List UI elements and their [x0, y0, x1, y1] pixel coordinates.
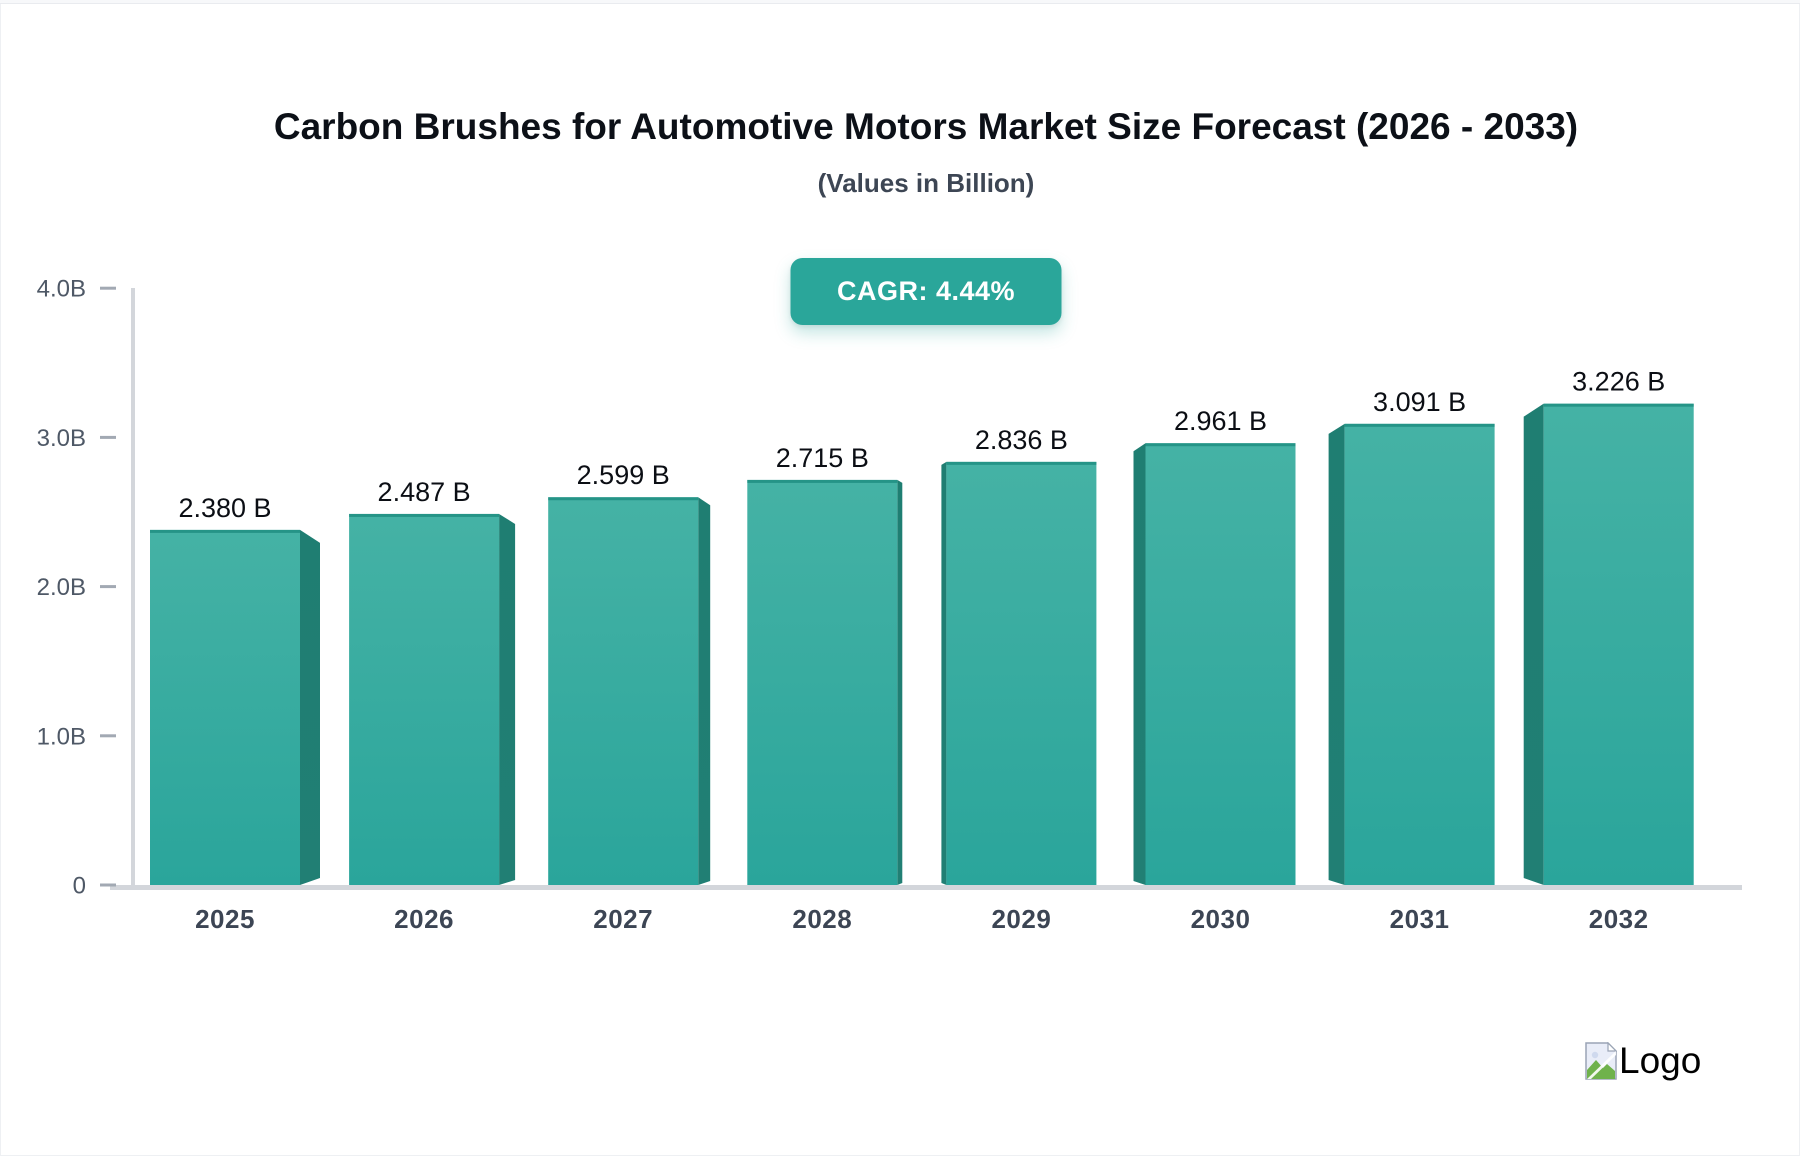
broken-image-icon: [1585, 1042, 1617, 1080]
chart-subtitle: (Values in Billion): [817, 168, 1035, 198]
x-axis-tick-label: 2027: [593, 904, 653, 934]
bar-top-edge: [349, 513, 500, 517]
bar-value-label: 2.836 B: [975, 425, 1068, 455]
bar-top-edge: [1543, 403, 1694, 407]
bar-top-edge: [946, 461, 1097, 465]
x-axis-tick-label: 2030: [1191, 904, 1251, 934]
bar-side-face: [1133, 443, 1146, 885]
axes-layer: [100, 286, 1742, 890]
bar-top-edge: [548, 497, 699, 501]
x-axis-tick-label: 2031: [1390, 904, 1450, 934]
bar-group-2026: [349, 513, 516, 885]
bar-value-label: 2.715 B: [776, 443, 869, 473]
bar-side-face: [941, 461, 947, 885]
y-tick-dash: [100, 734, 116, 738]
x-axis-tick-label: 2025: [195, 904, 255, 934]
bar-value-label: 2.380 B: [178, 493, 271, 523]
bar-top-edge: [1145, 443, 1296, 447]
labels-layer: 0 1.0B 2.0B 3.0B 4.0B 2.380 B 2025 2.487 B 2026 2…: [37, 276, 1666, 934]
x-axis-tick-label: 2029: [991, 904, 1051, 934]
y-tick-dash: [100, 435, 116, 439]
bar-top-edge: [747, 479, 898, 483]
y-axis-tick-label: 1.0B: [37, 723, 86, 750]
bar-value-label: 3.091 B: [1373, 387, 1466, 417]
x-axis-line: [110, 885, 1742, 890]
bar-side-face: [897, 479, 903, 885]
bar-2027[interactable]: [548, 497, 699, 885]
bar-2025[interactable]: [150, 529, 300, 885]
bar-side-face: [1523, 403, 1544, 885]
bar-group-2029: [941, 461, 1097, 885]
y-tick-dash: [100, 286, 116, 290]
bar-group-2027: [548, 497, 711, 885]
bar-2032[interactable]: [1543, 403, 1694, 885]
y-tick-dash: [100, 883, 116, 887]
bar-group-2025: [150, 529, 320, 885]
logo: Logo: [1585, 1040, 1701, 1082]
logo-label: Logo: [1619, 1040, 1702, 1081]
top-border-strip: [0, 0, 1800, 4]
bars-layer: [150, 403, 1694, 885]
bar-top-edge: [150, 529, 300, 533]
bar-group-2031: [1328, 423, 1495, 885]
y-axis-tick-label: 2.0B: [37, 574, 86, 601]
bar-2028[interactable]: [747, 479, 898, 885]
bar-2026[interactable]: [349, 513, 500, 885]
y-axis-tick-label: 4.0B: [37, 276, 86, 303]
bar-2030[interactable]: [1145, 443, 1296, 885]
x-axis-tick-label: 2026: [394, 904, 454, 934]
bar-side-face: [499, 513, 516, 885]
bar-group-2030: [1133, 443, 1296, 885]
bar-value-label: 3.226 B: [1572, 367, 1665, 397]
bar-group-2028: [747, 479, 903, 885]
cagr-badge: CAGR: 4.44%: [790, 258, 1062, 325]
y-axis-line: [131, 288, 135, 889]
bar-value-label: 2.487 B: [378, 477, 471, 507]
chart-title: Carbon Brushes for Automotive Motors Mar…: [273, 106, 1579, 147]
y-axis-tick-label: 0: [73, 873, 86, 900]
bar-side-face: [1328, 423, 1345, 885]
bar-top-edge: [1344, 423, 1495, 427]
bar-value-label: 2.961 B: [1174, 406, 1267, 436]
bar-side-face: [698, 497, 711, 885]
bar-2031[interactable]: [1344, 423, 1495, 885]
x-axis-tick-label: 2032: [1589, 904, 1649, 934]
x-axis-tick-label: 2028: [792, 904, 852, 934]
bar-group-2032: [1523, 403, 1694, 885]
y-axis-tick-label: 3.0B: [37, 425, 86, 452]
bar-side-face: [300, 529, 320, 885]
bar-2029[interactable]: [946, 461, 1097, 885]
bar-value-label: 2.599 B: [577, 460, 670, 490]
y-tick-dash: [100, 585, 116, 589]
